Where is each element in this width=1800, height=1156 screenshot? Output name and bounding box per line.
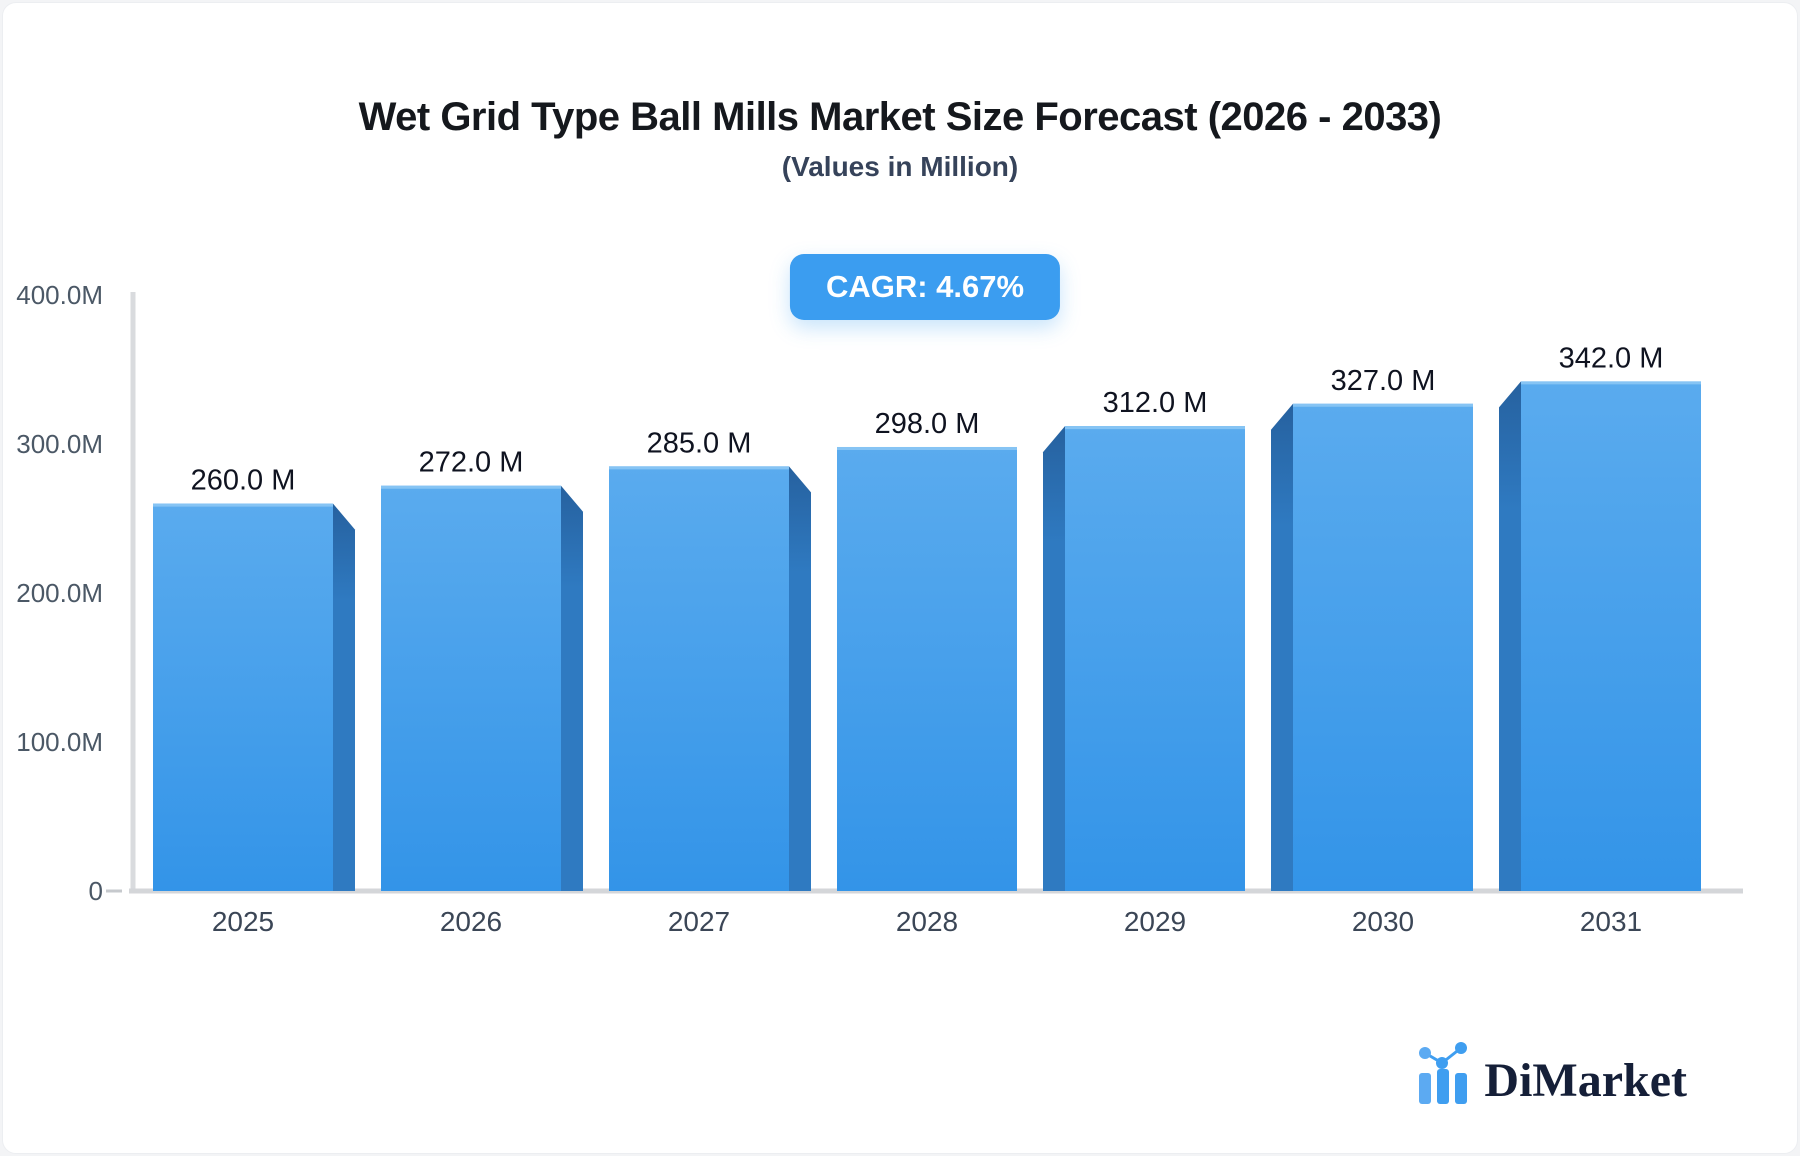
bar-side-face — [561, 485, 583, 891]
x-tick-label: 2027 — [668, 906, 730, 937]
bar-value-label: 272.0 M — [419, 447, 524, 479]
bar-value-label: 260.0 M — [191, 465, 296, 497]
x-tick-label: 2025 — [212, 906, 274, 937]
x-tick-label: 2028 — [896, 906, 958, 937]
bar-2030 — [1293, 403, 1473, 891]
bar-side-face — [1499, 381, 1521, 891]
y-tick-label: 400.0M — [16, 280, 103, 310]
bar-value-label: 312.0 M — [1103, 387, 1208, 419]
bar-2025 — [153, 503, 333, 891]
y-tick-label: 100.0M — [16, 727, 103, 757]
bar-2027 — [609, 466, 789, 891]
chart-title: Wet Grid Type Ball Mills Market Size For… — [358, 95, 1442, 139]
x-tick-label: 2029 — [1124, 906, 1186, 937]
bar-side-face — [1271, 403, 1293, 891]
bar-2026 — [381, 485, 561, 891]
bar-2031 — [1521, 381, 1701, 891]
bar-value-label: 298.0 M — [875, 408, 980, 440]
bar-value-label: 285.0 M — [647, 427, 752, 459]
bar-side-face — [789, 466, 811, 891]
y-tick-label: 300.0M — [16, 429, 103, 459]
mini-bar-line-chart-icon — [1419, 1042, 1468, 1104]
cagr-badge: CAGR: 4.67% — [789, 254, 1061, 320]
bar-side-face — [1043, 426, 1065, 891]
y-tick-label: 200.0M — [16, 578, 103, 608]
chart-subtitle: (Values in Million) — [781, 151, 1019, 182]
x-tick-label: 2026 — [440, 906, 502, 937]
dimarket-logo: DiMarket — [1418, 1039, 1687, 1105]
y-tick-label: 0 — [89, 876, 103, 906]
x-tick-label: 2030 — [1352, 906, 1414, 937]
logo-text: DiMarket — [1484, 1054, 1687, 1107]
bar-value-label: 342.0 M — [1559, 342, 1664, 374]
bar-chart: 400.0M 300.0M 200.0M 100.0M 0 260.0 M 2025 272.… — [16, 280, 1743, 937]
bar-side-face — [333, 503, 355, 891]
bar-2028 — [837, 446, 1017, 891]
bar-value-label: 327.0 M — [1331, 365, 1436, 397]
x-tick-label: 2031 — [1580, 906, 1642, 937]
bar-2029 — [1065, 426, 1245, 891]
